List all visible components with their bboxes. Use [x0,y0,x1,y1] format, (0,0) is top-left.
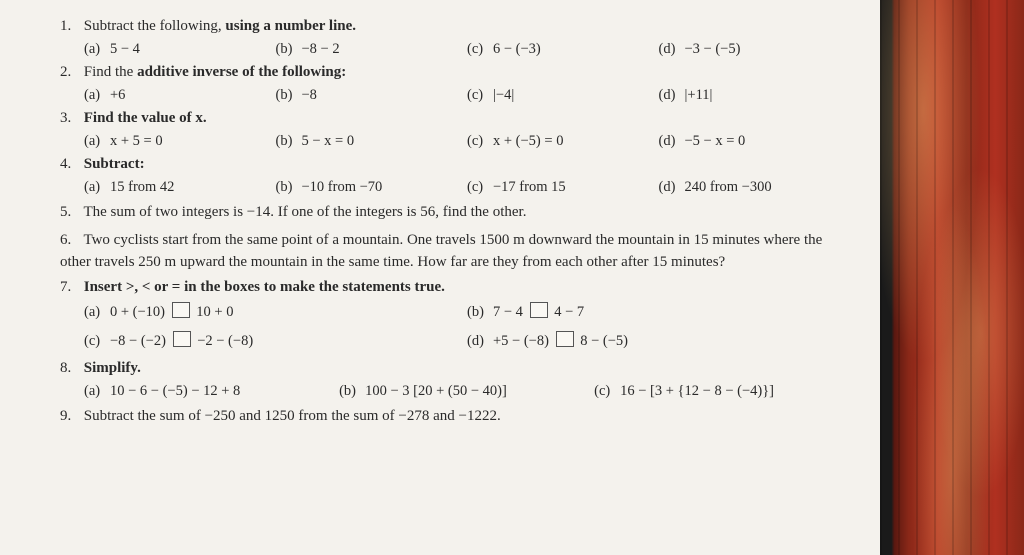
question-7-head: 7. Insert >, < or = in the boxes to make… [60,279,850,296]
question-7: 7. Insert >, < or = in the boxes to make… [60,279,850,350]
question-6: 6. Two cyclists start from the same poin… [60,230,850,274]
q5-text: The sum of two integers is −14. If one o… [83,204,526,220]
q1-text-bold: using a number line. [225,18,356,34]
q7-opt-c: (c)−8 − (−2) −2 − (−8) [84,331,467,350]
q1-opt-a: (a)5 − 4 [84,41,276,58]
q6-number: 6. [60,230,80,252]
question-4: 4. Subtract: (a)15 from 42 (b)−10 from −… [60,156,850,196]
q4-text-bold: Subtract: [84,156,145,172]
q3-options: (a)x + 5 = 0 (b)5 − x = 0 (c)x + (−5) = … [60,133,850,150]
q7-opt-a: (a)0 + (−10) 10 + 0 [84,302,467,321]
q2-opt-d: (d)|+11| [659,87,851,104]
q2-number: 2. [60,64,80,81]
question-9-head: 9. Subtract the sum of −250 and 1250 fro… [60,406,850,428]
q5-number: 5. [60,202,80,224]
q7-text-bold: Insert >, < or = in the boxes to make th… [84,279,445,295]
q1-text-pre: Subtract the following, [84,18,226,34]
q2-text-bold: additive inverse of the following: [137,64,346,80]
q8-opt-a: (a)10 − 6 − (−5) − 12 + 8 [84,383,339,400]
compare-box-icon [173,331,191,347]
q9-number: 9. [60,406,80,428]
q4-options: (a)15 from 42 (b)−10 from −70 (c)−17 fro… [60,179,850,196]
q3-text-bold: Find the value of x. [84,110,207,126]
q1-options: (a)5 − 4 (b)−8 − 2 (c)6 − (−3) (d)−3 − (… [60,41,850,58]
question-4-head: 4. Subtract: [60,156,850,173]
q1-opt-c: (c)6 − (−3) [467,41,659,58]
worksheet-page: 1. Subtract the following, using a numbe… [0,0,880,555]
q7-opt-d: (d)+5 − (−8) 8 − (−5) [467,331,850,350]
q9-text: Subtract the sum of −250 and 1250 from t… [84,408,501,424]
q8-options: (a)10 − 6 − (−5) − 12 + 8 (b)100 − 3 [20… [60,383,850,400]
q7-number: 7. [60,279,80,296]
q8-opt-b: (b)100 − 3 [20 + (50 − 40)] [339,383,594,400]
q8-opt-c: (c)16 − [3 + {12 − 8 − (−4)}] [594,383,849,400]
question-1: 1. Subtract the following, using a numbe… [60,18,850,58]
q3-opt-b: (b)5 − x = 0 [276,133,468,150]
q4-opt-d: (d)240 from −300 [659,179,851,196]
q3-number: 3. [60,110,80,127]
question-2-head: 2. Find the additive inverse of the foll… [60,64,850,81]
q7-opt-b: (b)7 − 4 4 − 7 [467,302,850,321]
question-5: 5. The sum of two integers is −14. If on… [60,202,850,224]
question-1-head: 1. Subtract the following, using a numbe… [60,18,850,35]
q6-text: Two cyclists start from the same point o… [60,232,822,270]
q1-number: 1. [60,18,80,35]
q7-options: (a)0 + (−10) 10 + 0 (b)7 − 4 4 − 7 (c)−8… [60,302,850,350]
q3-opt-c: (c)x + (−5) = 0 [467,133,659,150]
question-9: 9. Subtract the sum of −250 and 1250 fro… [60,406,850,428]
q2-opt-a: (a)+6 [84,87,276,104]
q2-opt-b: (b)−8 [276,87,468,104]
q1-opt-b: (b)−8 − 2 [276,41,468,58]
fabric-background [880,0,1024,555]
q3-opt-d: (d)−5 − x = 0 [659,133,851,150]
compare-box-icon [530,302,548,318]
question-3-head: 3. Find the value of x. [60,110,850,127]
q4-opt-c: (c)−17 from 15 [467,179,659,196]
q8-text-bold: Simplify. [84,360,141,376]
question-8-head: 8. Simplify. [60,360,850,377]
question-6-head: 6. Two cyclists start from the same poin… [60,230,850,274]
q8-number: 8. [60,360,80,377]
q2-text-pre: Find the [84,64,137,80]
question-5-head: 5. The sum of two integers is −14. If on… [60,202,850,224]
q2-opt-c: (c)|−4| [467,87,659,104]
q4-number: 4. [60,156,80,173]
q1-opt-d: (d)−3 − (−5) [659,41,851,58]
q4-opt-a: (a)15 from 42 [84,179,276,196]
question-2: 2. Find the additive inverse of the foll… [60,64,850,104]
q4-opt-b: (b)−10 from −70 [276,179,468,196]
question-8: 8. Simplify. (a)10 − 6 − (−5) − 12 + 8 (… [60,360,850,400]
q2-options: (a)+6 (b)−8 (c)|−4| (d)|+11| [60,87,850,104]
question-3: 3. Find the value of x. (a)x + 5 = 0 (b)… [60,110,850,150]
compare-box-icon [556,331,574,347]
q3-opt-a: (a)x + 5 = 0 [84,133,276,150]
compare-box-icon [172,302,190,318]
